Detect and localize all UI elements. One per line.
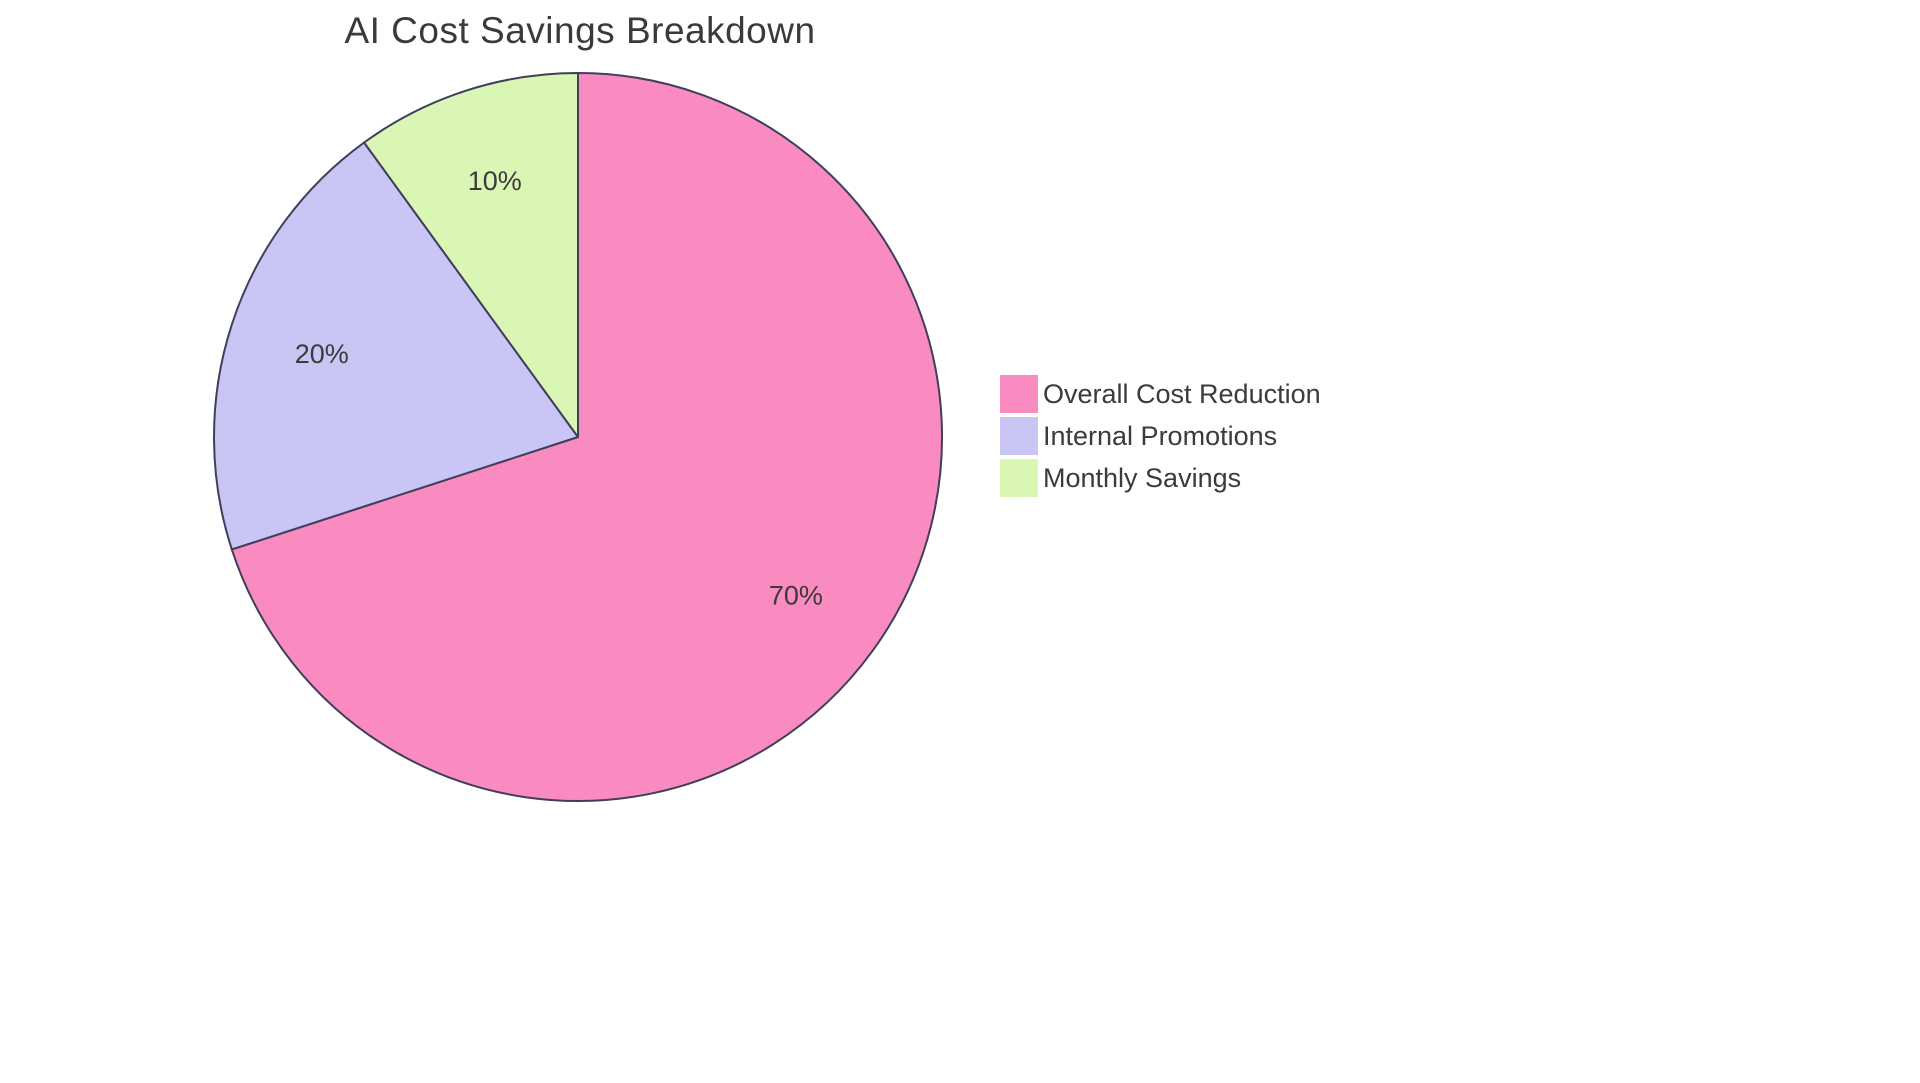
pie-slice-2[interactable] bbox=[363, 72, 579, 438]
legend-swatch-icon bbox=[1000, 375, 1038, 413]
pie-slice-0[interactable] bbox=[230, 72, 944, 802]
chart-title: AI Cost Savings Breakdown bbox=[344, 10, 816, 51]
legend-swatch-icon bbox=[1000, 459, 1038, 497]
slice-percent-label-1: 20% bbox=[295, 339, 349, 369]
legend-label: Monthly Savings bbox=[1043, 462, 1242, 493]
legend-swatch-icon bbox=[1000, 417, 1038, 455]
legend-item-1[interactable]: Internal Promotions bbox=[1000, 415, 1321, 457]
legend-item-2[interactable]: Monthly Savings bbox=[1000, 457, 1321, 499]
legend-label: Overall Cost Reduction bbox=[1043, 378, 1321, 409]
legend-item-0[interactable]: Overall Cost Reduction bbox=[1000, 373, 1321, 415]
legend: Overall Cost Reduction Internal Promotion… bbox=[1000, 373, 1321, 499]
legend-label: Internal Promotions bbox=[1043, 420, 1278, 451]
slice-percent-label-2: 10% bbox=[468, 166, 522, 196]
pie-slice-1[interactable] bbox=[213, 141, 579, 551]
slice-percent-label-0: 70% bbox=[769, 580, 823, 610]
